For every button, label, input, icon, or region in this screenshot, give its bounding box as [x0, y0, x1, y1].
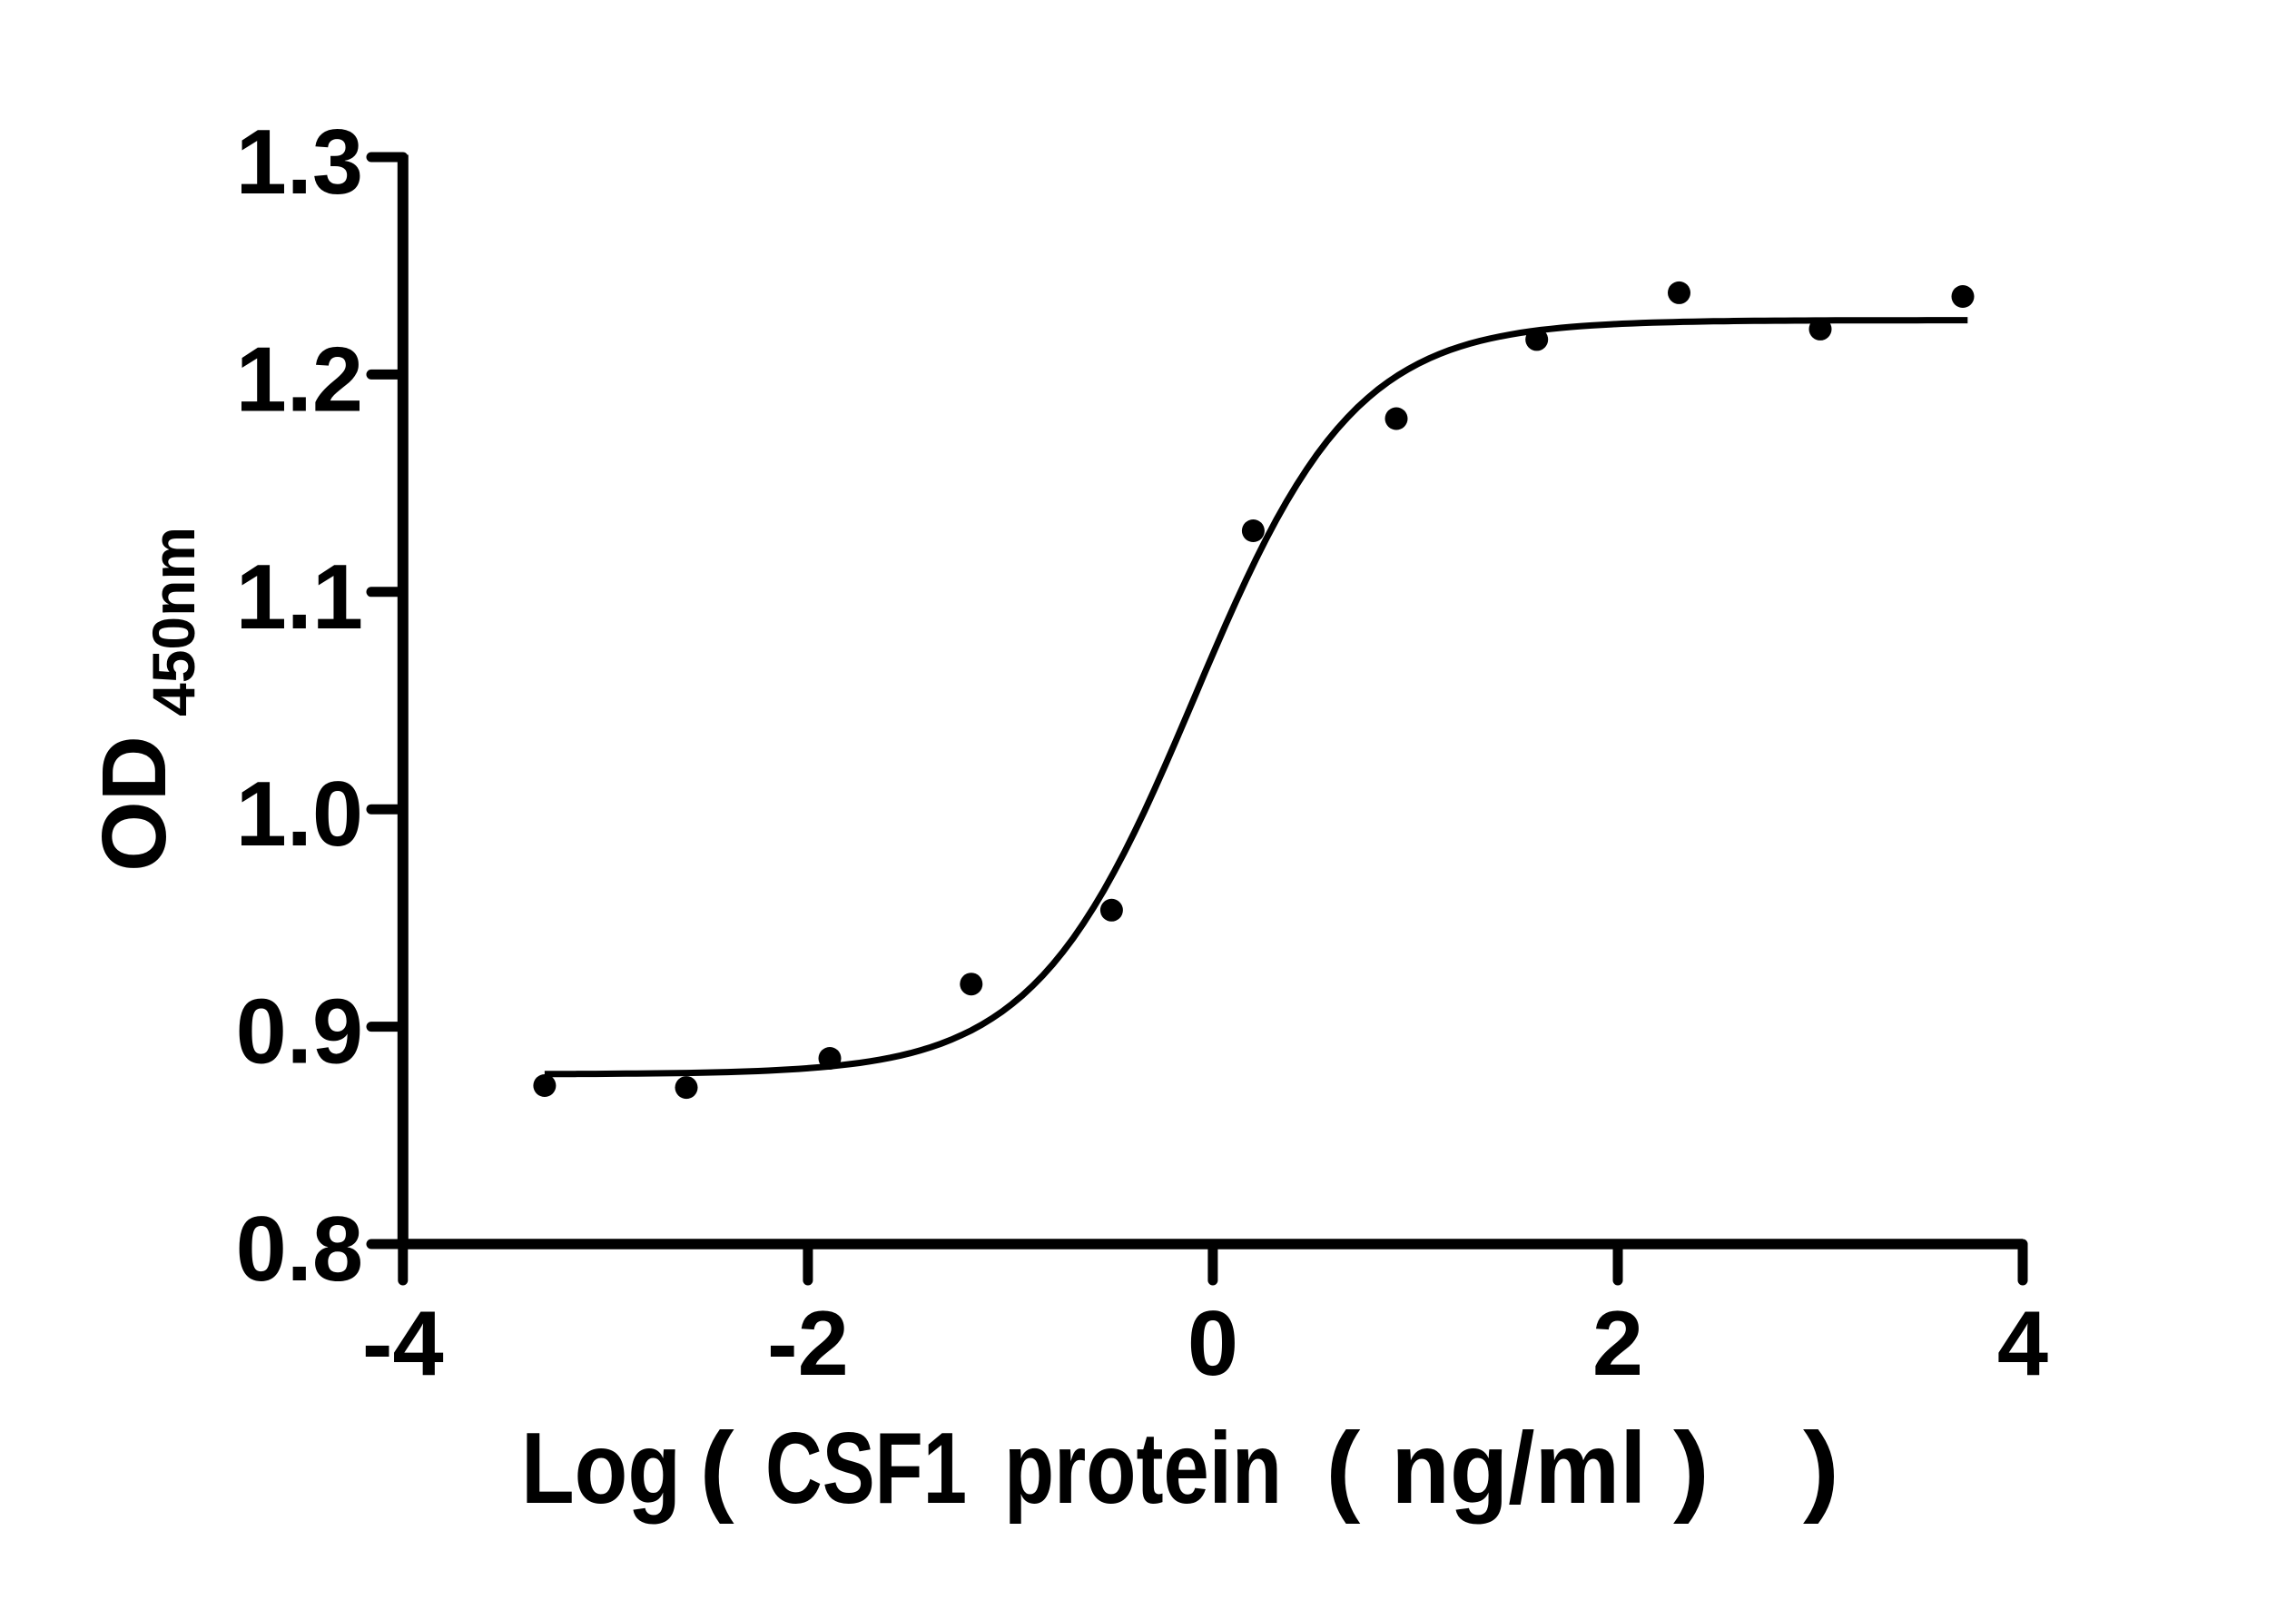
svg-text:Log: Log [521, 1412, 681, 1525]
svg-text:0: 0 [1187, 1293, 1238, 1395]
svg-text:(: ( [1325, 1412, 1360, 1525]
svg-text:1.2: 1.2 [236, 329, 363, 430]
svg-text:-4: -4 [362, 1293, 444, 1395]
svg-text:1.3: 1.3 [236, 112, 363, 213]
svg-text:0.8: 0.8 [236, 1199, 363, 1300]
svg-text:0.9: 0.9 [236, 982, 363, 1083]
svg-text:): ) [1673, 1412, 1710, 1525]
svg-text:2: 2 [1592, 1293, 1643, 1395]
svg-text:): ) [1803, 1412, 1839, 1525]
svg-text:(: ( [700, 1412, 734, 1525]
svg-text:-2: -2 [767, 1293, 849, 1395]
svg-text:ng/ml: ng/ml [1392, 1412, 1647, 1525]
svg-text:1.0: 1.0 [236, 764, 363, 865]
svg-text:protein: protein [1004, 1412, 1282, 1525]
svg-text:4: 4 [1997, 1293, 2048, 1395]
svg-text:1.1: 1.1 [236, 547, 363, 648]
svg-text:CSF1: CSF1 [765, 1412, 967, 1525]
